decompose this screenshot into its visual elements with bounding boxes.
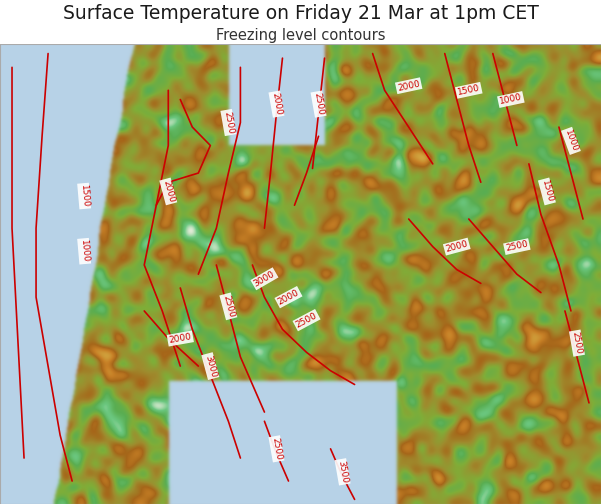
Text: 2000: 2000	[168, 332, 192, 345]
Text: 2500: 2500	[312, 92, 325, 116]
Text: 2000: 2000	[276, 288, 300, 306]
Text: 1500: 1500	[79, 184, 90, 208]
Text: 3000: 3000	[203, 354, 218, 379]
Text: 2000: 2000	[445, 239, 469, 254]
Text: 1500: 1500	[540, 179, 554, 204]
Text: 2000: 2000	[270, 92, 283, 116]
Text: 2500: 2500	[221, 294, 236, 319]
Text: 2500: 2500	[294, 311, 319, 330]
Text: Surface Temperature on Friday 21 Mar at 1pm CET: Surface Temperature on Friday 21 Mar at …	[63, 4, 538, 23]
Text: 2500: 2500	[222, 110, 235, 135]
Text: 2500: 2500	[270, 437, 283, 461]
Text: 3500: 3500	[336, 460, 349, 484]
Text: 2500: 2500	[505, 240, 529, 254]
Text: 1000: 1000	[79, 239, 90, 263]
Text: 2500: 2500	[570, 331, 584, 355]
Text: Freezing level contours: Freezing level contours	[216, 28, 385, 43]
Text: 1000: 1000	[499, 93, 523, 106]
Text: 2000: 2000	[161, 179, 175, 204]
Text: 1000: 1000	[563, 129, 579, 153]
Text: 3000: 3000	[252, 269, 276, 288]
Text: 1500: 1500	[457, 84, 481, 97]
Text: 2000: 2000	[397, 79, 421, 93]
